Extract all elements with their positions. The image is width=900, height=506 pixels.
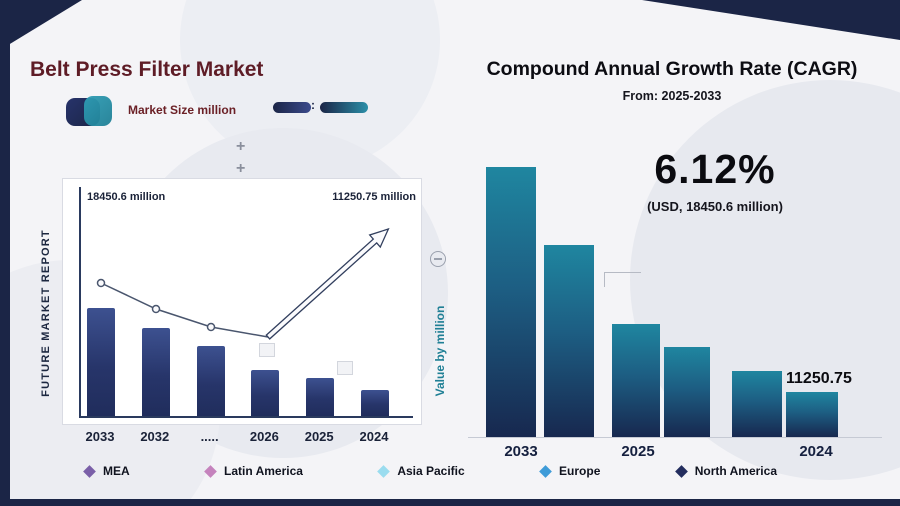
left-x-label-3: 2026 [249, 429, 279, 444]
scale-pill-teal [320, 102, 368, 113]
left-x-label-1: 2032 [140, 429, 170, 444]
left-chart-title: Belt Press Filter Market [30, 58, 264, 81]
right-x-label-0: 2033 [504, 443, 538, 460]
cagr-value: 6.12% [654, 146, 776, 192]
y-axis-line [79, 187, 81, 418]
legend-item-europe: Europe [539, 464, 601, 478]
plus-icon-2: + [236, 160, 246, 177]
right-bar-2033-0 [486, 167, 536, 437]
trend-marker-0 [96, 278, 106, 288]
left-chart-bars [63, 179, 421, 424]
trend-marker-2 [206, 322, 216, 332]
right-x-label-1: 2025 [621, 443, 655, 460]
corner-shape-top-left [0, 0, 82, 50]
right-bar-2033-1 [544, 245, 594, 437]
right-x-axis-labels: 2033 2025 2024 [468, 443, 882, 463]
legend-diamond-icon [83, 464, 96, 478]
left-x-label-5: 2024 [359, 429, 389, 444]
ghost-square-icon-2 [337, 361, 353, 375]
legend-diamond-icon [539, 464, 552, 478]
trend-line-svg [96, 227, 390, 340]
right-bar-2025-1 [664, 347, 710, 437]
market-size-icon [66, 96, 114, 128]
right-bar-2025-0 [612, 324, 660, 437]
legend-item-asia-pacific: Asia Pacific [377, 464, 465, 478]
right-chart-subtitle: From: 2025-2033 [622, 89, 722, 103]
right-bar-2024-1 [786, 392, 838, 437]
left-x-axis-labels: 2033 2032..... 2026 2025 2024 [62, 429, 420, 447]
region-legend: MEA Latin America Asia Pacific Europe North … [83, 464, 777, 478]
legend-label: Asia Pacific [397, 464, 465, 478]
right-chart [468, 160, 882, 437]
legend-label: North America [694, 464, 777, 478]
market-size-label: Market Size million [128, 103, 237, 117]
cagr-block: 6.12% (USD, 18450.6 million) [590, 146, 840, 214]
right-chart-title: Compound Annual Growth Rate (CAGR) [486, 58, 858, 80]
right-axis-line [468, 437, 882, 438]
trend-arrow [265, 227, 390, 340]
edge-strip-left [0, 0, 10, 506]
minus-circle-icon [430, 251, 446, 267]
legend-item-latin-america: Latin America [204, 464, 303, 478]
left-bar-4 [306, 378, 335, 416]
corner-shape-top-right [642, 0, 900, 40]
value-by-million-label: Value by million [433, 305, 447, 397]
right-x-label-2: 2024 [799, 443, 833, 460]
x-axis-line [79, 416, 413, 418]
legend-diamond-icon [377, 464, 391, 478]
market-size-icon-teal-shape [84, 96, 112, 126]
left-bar-0 [87, 308, 115, 416]
right-value-annotation: 11250.75 [786, 370, 852, 387]
left-bar-3 [251, 370, 280, 416]
right-bar-2024-0 [732, 371, 782, 437]
bracket-decoration [604, 272, 641, 287]
plus-icon-1: + [236, 138, 246, 155]
left-bar-5 [361, 390, 389, 416]
left-x-label-2: ..... [200, 429, 219, 444]
trend-line [100, 282, 269, 338]
left-chart-panel: 18450.6 million 11250.75 million [62, 178, 422, 425]
annotation-top-left: 18450.6 million [87, 191, 166, 203]
trend-markers [96, 278, 216, 332]
scale-pill-colon: : [311, 98, 315, 112]
legend-diamond-icon [204, 464, 217, 478]
left-bar-2 [196, 346, 225, 416]
legend-label: Latin America [224, 464, 303, 478]
legend-diamond-icon [674, 464, 688, 478]
left-x-label-0: 2033 [85, 429, 115, 444]
left-bar-1 [141, 328, 170, 416]
future-market-report-label: FUTURE MARKET REPORT [40, 229, 52, 397]
edge-strip-bottom [0, 499, 900, 506]
cagr-detail: (USD, 18450.6 million) [647, 199, 783, 214]
legend-item-mea: MEA [83, 464, 130, 478]
left-x-label-4: 2025 [304, 429, 334, 444]
annotation-top-right: 11250.75 million [332, 191, 416, 203]
legend-item-north-america: North America [674, 464, 777, 478]
legend-label: Europe [559, 464, 601, 478]
scale-pill-navy [273, 102, 311, 113]
trend-marker-1 [151, 304, 161, 314]
ghost-square-icon-1 [259, 343, 275, 357]
legend-label: MEA [103, 464, 130, 478]
